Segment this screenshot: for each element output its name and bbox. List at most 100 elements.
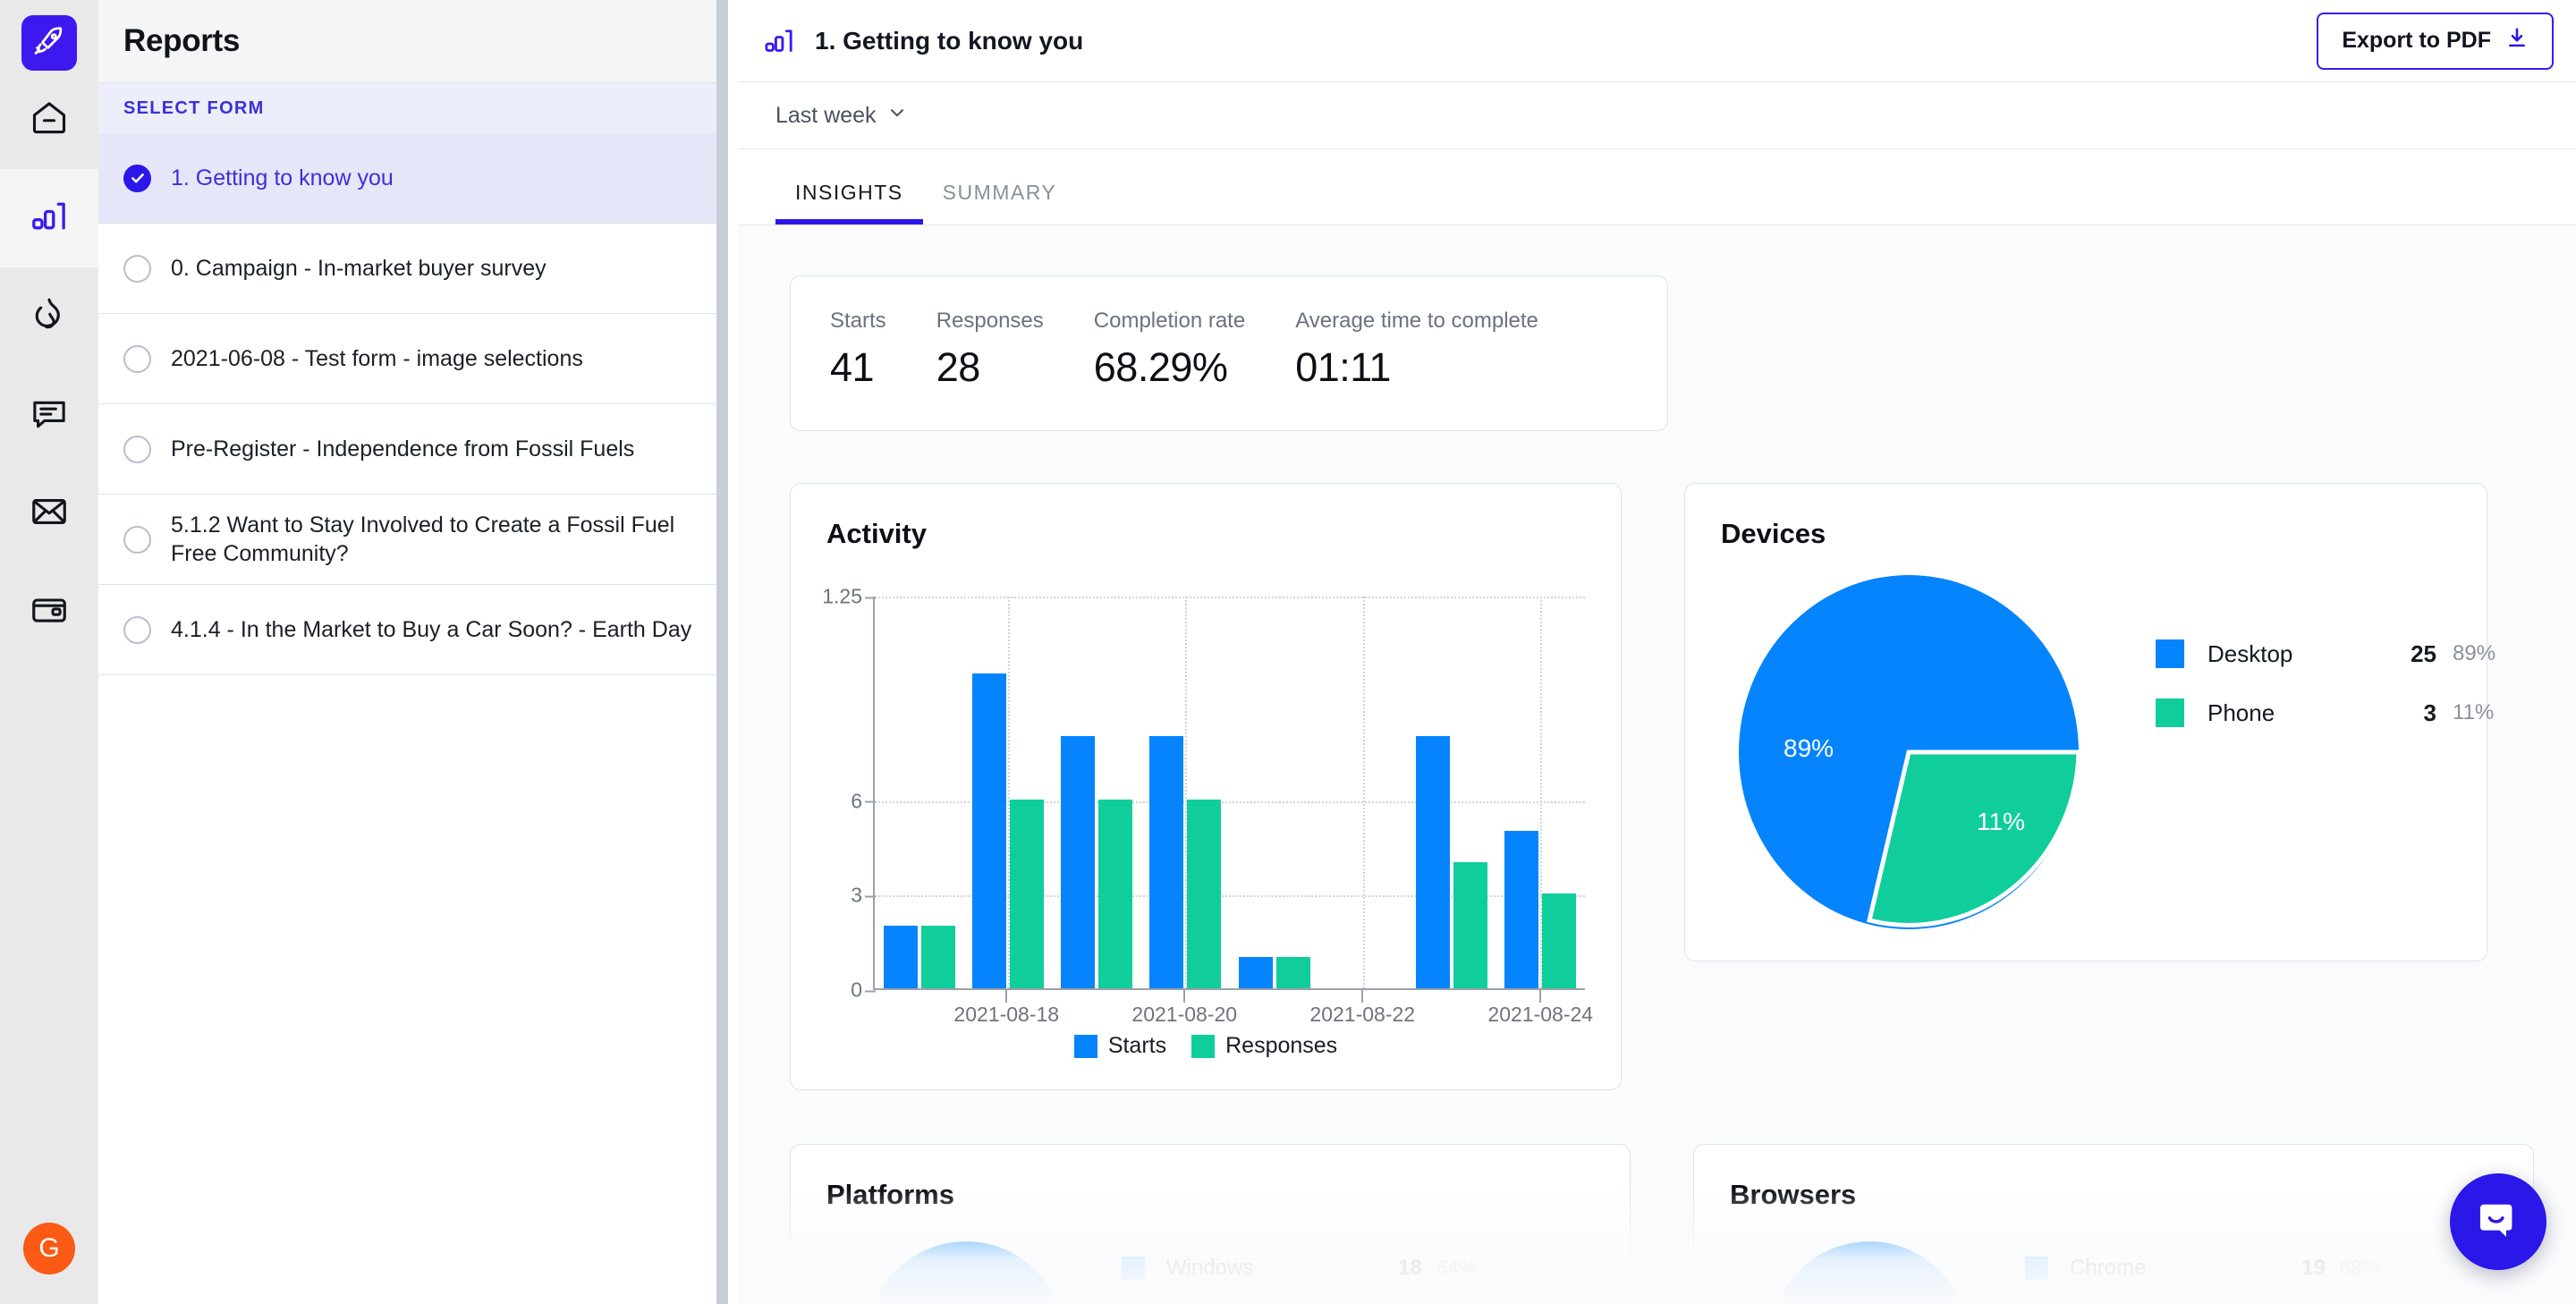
browsers-pie-chart bbox=[1771, 1241, 1968, 1304]
stat-completion-rate: Completion rate 68.29% bbox=[1094, 309, 1295, 391]
y-axis-tick-label: 3 bbox=[851, 884, 876, 908]
bar-group bbox=[1408, 597, 1496, 988]
platforms-pie-wrap: Windows 18 64% bbox=[826, 1241, 1594, 1304]
x-axis-tick-label: 2021-08-22 bbox=[1309, 1003, 1416, 1026]
analytics-bar-icon bbox=[30, 197, 69, 241]
tab-summary[interactable]: SUMMARY bbox=[923, 181, 1077, 224]
bar-responses[interactable] bbox=[1187, 799, 1222, 988]
legend-label: Starts bbox=[1107, 1033, 1167, 1058]
rocket-icon bbox=[33, 25, 65, 62]
sidebar-item-messages[interactable] bbox=[0, 366, 98, 464]
export-button-label: Export to PDF bbox=[2342, 28, 2491, 53]
legend-label: Phone bbox=[2207, 699, 2275, 726]
bar-starts[interactable] bbox=[971, 673, 1006, 988]
legend-percent: 64% bbox=[1436, 1257, 1477, 1279]
legend-percent: 11% bbox=[2453, 700, 2495, 724]
sidebar-item-email[interactable] bbox=[0, 464, 98, 563]
scroll-area[interactable]: Starts 41 Responses 28 Completion rate 6… bbox=[738, 225, 2576, 1304]
bar-responses[interactable] bbox=[1098, 799, 1133, 988]
radio-icon[interactable] bbox=[123, 525, 151, 554]
avatar-initial: G bbox=[38, 1233, 60, 1263]
bar-groups bbox=[875, 597, 1585, 988]
bar-responses[interactable] bbox=[920, 925, 955, 988]
x-axis-tick-label: 2021-08-20 bbox=[1131, 1003, 1238, 1026]
devices-chart-card: Devices 89% 11% bbox=[1684, 483, 2496, 961]
bar-starts[interactable] bbox=[1061, 736, 1096, 988]
platforms-legend-row-windows: Windows 18 64% bbox=[1122, 1256, 1476, 1281]
summary-stats-card: Starts 41 Responses 28 Completion rate 6… bbox=[790, 275, 1668, 431]
sidebar-item-home[interactable] bbox=[0, 71, 98, 169]
y-gridline bbox=[875, 895, 1585, 898]
home-icon bbox=[30, 98, 69, 142]
activity-card-title: Activity bbox=[826, 518, 927, 549]
app-logo[interactable] bbox=[21, 15, 77, 71]
chat-smile-icon bbox=[2473, 1195, 2523, 1249]
form-list-item-label: 5.1.2 Want to Stay Involved to Create a … bbox=[171, 512, 675, 566]
browsers-legend: Chrome 19 68% bbox=[2025, 1256, 2379, 1281]
legend-swatch bbox=[2025, 1257, 2048, 1280]
radio-checked-icon[interactable] bbox=[123, 164, 151, 192]
activity-chart-card: Activity 0 3 6 1.25 2021-08-18 2021-08-20 202… bbox=[790, 483, 1622, 1090]
charts-row: Activity 0 3 6 1.25 2021-08-18 2021-08-20 202… bbox=[790, 483, 2534, 1090]
legend-label: Windows bbox=[1166, 1256, 1254, 1280]
form-list-item-label: Pre-Register - Independence from Fossil … bbox=[171, 436, 635, 461]
y-axis-tick-label: 6 bbox=[851, 789, 876, 813]
pie-svg bbox=[1739, 575, 2081, 929]
bar-starts[interactable] bbox=[1416, 736, 1451, 988]
date-range-select[interactable]: Last week bbox=[775, 103, 907, 129]
bar-starts[interactable] bbox=[1504, 831, 1539, 988]
radio-icon[interactable] bbox=[123, 344, 151, 373]
icon-rail: G bbox=[0, 0, 98, 1304]
bar-starts[interactable] bbox=[1149, 736, 1184, 988]
radio-icon[interactable] bbox=[123, 435, 151, 463]
sidebar-item-billing[interactable] bbox=[0, 563, 98, 661]
export-to-pdf-button[interactable]: Export to PDF bbox=[2317, 12, 2554, 70]
radio-icon[interactable] bbox=[123, 615, 151, 644]
legend-swatch bbox=[1122, 1257, 1145, 1280]
browsers-chart-card: Browsers Chrome 19 68% bbox=[1693, 1144, 2534, 1304]
bar-chart-x-axis: 2021-08-18 2021-08-20 2021-08-22 2021-08-24 bbox=[873, 990, 1593, 1031]
vertical-scrollbar[interactable] bbox=[716, 0, 728, 1304]
tab-insights[interactable]: INSIGHTS bbox=[775, 181, 923, 224]
y-axis-tick-label: 1.25 bbox=[822, 585, 876, 609]
sidebar-item-reports[interactable] bbox=[0, 169, 98, 267]
forms-panel-header: Reports bbox=[98, 0, 725, 82]
filter-bar: Last week bbox=[738, 82, 2576, 149]
bar-starts[interactable] bbox=[1238, 956, 1273, 988]
stat-label: Completion rate bbox=[1093, 309, 1246, 333]
platforms-chart-card: Platforms Windows 18 64% bbox=[790, 1144, 1631, 1304]
form-list-item-3[interactable]: Pre-Register - Independence from Fossil … bbox=[98, 404, 725, 495]
legend-item-responses: Responses bbox=[1191, 1033, 1337, 1059]
avatar[interactable]: G bbox=[23, 1223, 75, 1274]
bar-responses[interactable] bbox=[1275, 956, 1310, 988]
legend-label: Chrome bbox=[2070, 1256, 2147, 1280]
form-list-item-1[interactable]: 0. Campaign - In-market buyer survey bbox=[98, 224, 725, 314]
sidebar-item-campaigns[interactable] bbox=[0, 267, 98, 366]
bar-responses[interactable] bbox=[1009, 799, 1044, 988]
y-gridline bbox=[875, 597, 1585, 598]
bar-starts[interactable] bbox=[883, 925, 918, 988]
form-list-item-4[interactable]: 5.1.2 Want to Stay Involved to Create a … bbox=[98, 495, 725, 585]
bar-responses[interactable] bbox=[1453, 862, 1488, 988]
main-content: 1. Getting to know you Export to PDF Las… bbox=[738, 0, 2576, 1304]
legend-label: Responses bbox=[1225, 1033, 1338, 1058]
form-list-item-2[interactable]: 2021-06-08 - Test form - image selection… bbox=[98, 314, 725, 404]
bar-responses[interactable] bbox=[1542, 893, 1577, 988]
stat-label: Responses bbox=[936, 309, 1044, 333]
analytics-bar-icon bbox=[763, 25, 795, 57]
devices-pie-chart: 89% 11% bbox=[1737, 573, 2104, 931]
y-gridline bbox=[875, 800, 1585, 803]
intercom-launcher-button[interactable] bbox=[2450, 1173, 2546, 1270]
devices-legend-row-desktop: Desktop 25 89% bbox=[2156, 639, 2496, 668]
x-axis-tick bbox=[1539, 990, 1542, 1003]
legend-count: 18 bbox=[1398, 1256, 1422, 1280]
legend-item-starts: Starts bbox=[1073, 1033, 1167, 1059]
stat-value: 01:11 bbox=[1295, 344, 1391, 390]
radio-icon[interactable] bbox=[123, 254, 151, 283]
select-form-bar: SELECT FORM bbox=[98, 82, 725, 133]
form-list-item-0[interactable]: 1. Getting to know you bbox=[98, 133, 726, 224]
form-list-item-5[interactable]: 4.1.4 - In the Market to Buy a Car Soon?… bbox=[98, 585, 725, 675]
form-list-item-label: 4.1.4 - In the Market to Buy a Car Soon?… bbox=[171, 617, 692, 642]
form-list-item-label: 1. Getting to know you bbox=[171, 165, 394, 191]
stat-label: Starts bbox=[830, 309, 886, 333]
